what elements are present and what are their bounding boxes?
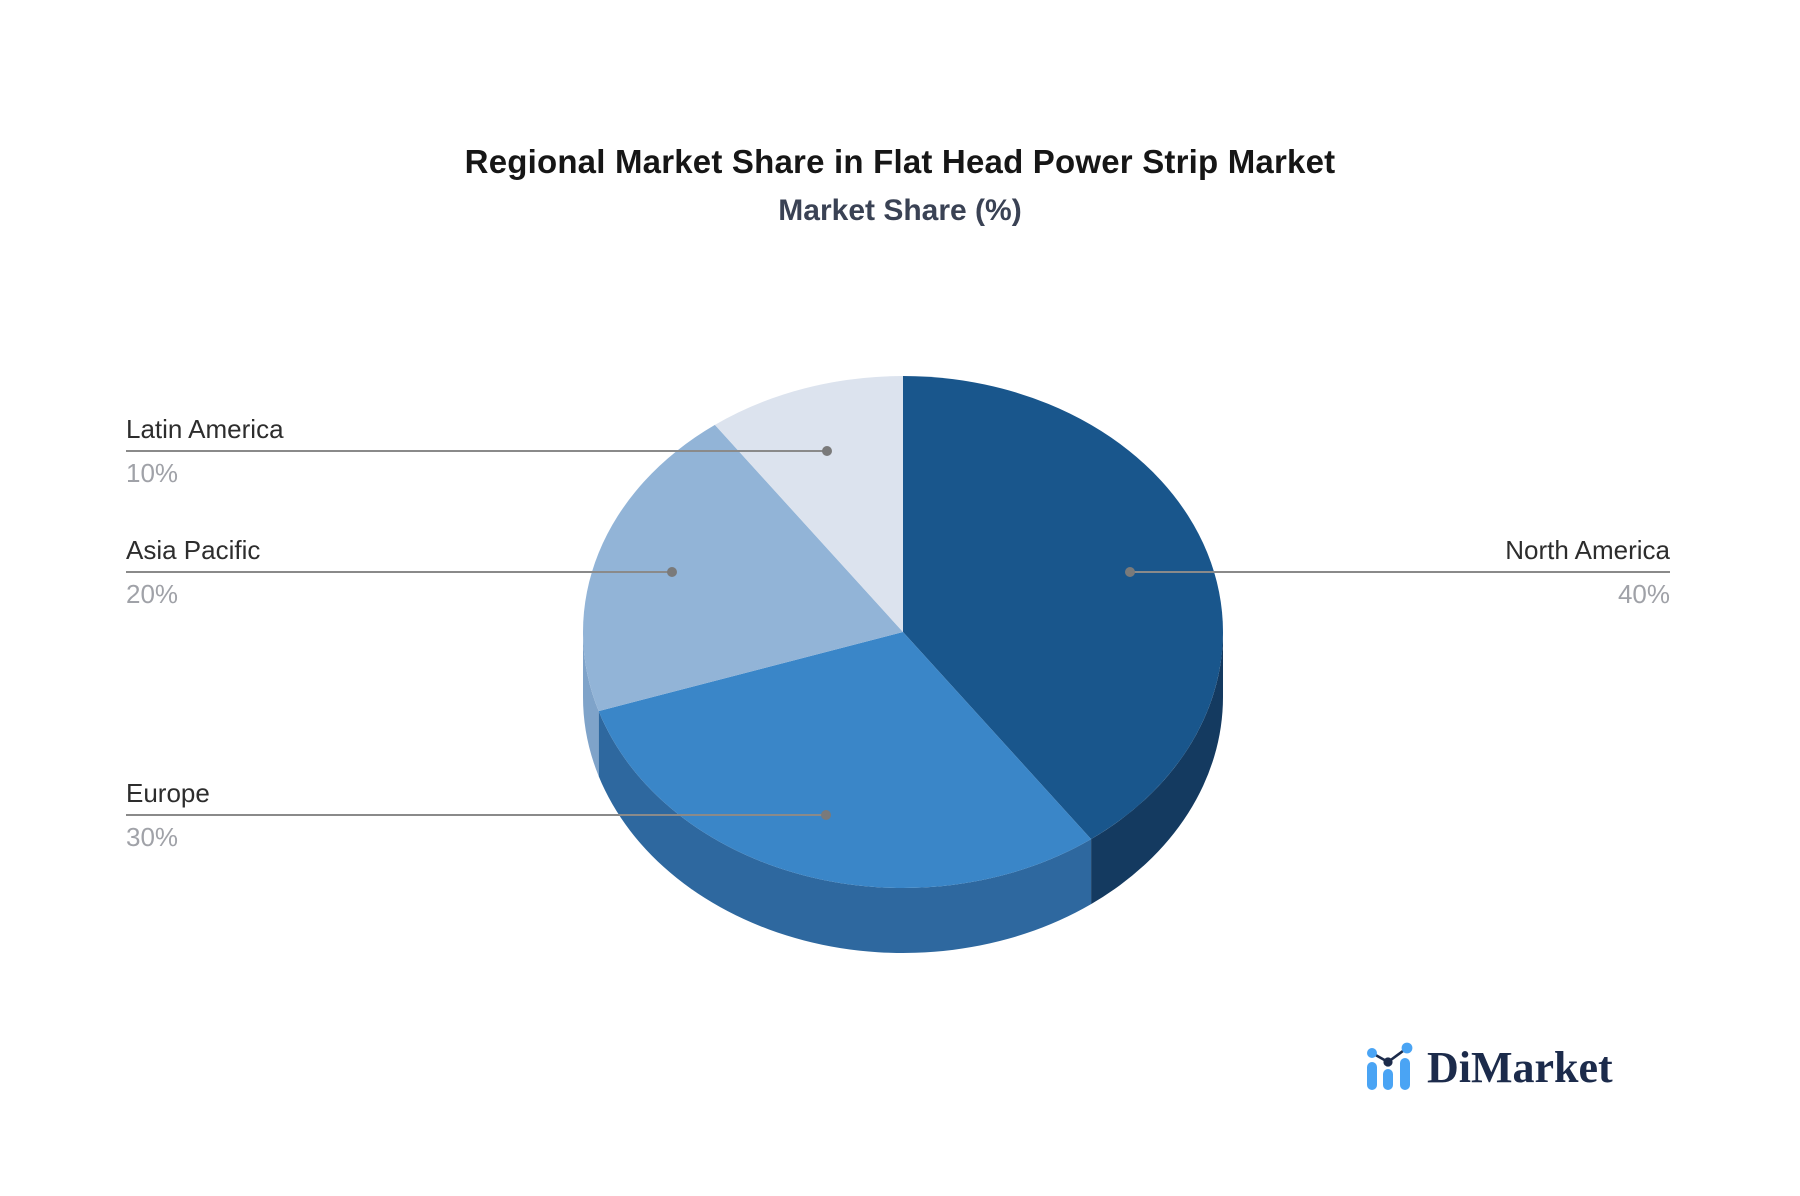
callout-label-europe: Europe	[126, 778, 831, 820]
dimarket-logo-text: DiMarket	[1427, 1043, 1613, 1092]
callout-label-latin-america: Latin America	[126, 414, 832, 456]
callout-label-asia-pacific: Asia Pacific	[126, 535, 677, 577]
dimarket-logo: DiMarket	[1366, 1042, 1613, 1092]
callout-value-latin-america: 10%	[126, 458, 179, 488]
pie-slice-europe[interactable]	[598, 632, 1092, 888]
callout-value-north-america: 40%	[1617, 579, 1670, 609]
bar-line-chart-logo-icon	[1367, 1042, 1413, 1090]
callout-value-europe: 30%	[126, 822, 179, 852]
callout-label-north-america: North America	[1125, 535, 1670, 577]
callout-north-america: North America 40%	[1125, 535, 1670, 610]
pie-slice-side-europe	[598, 711, 1092, 953]
callout-latin-america: Latin America 10%	[126, 414, 832, 489]
pie-slice-latin-america[interactable]	[714, 376, 903, 632]
chart-subtitle: Market Share (%)	[778, 194, 1022, 227]
callout-europe: Europe 30%	[126, 778, 831, 853]
pie-slice-asia-pacific[interactable]	[583, 424, 903, 712]
pie-slice-north-america[interactable]	[903, 376, 1223, 840]
pie-slice-side-north-america	[1091, 632, 1223, 905]
pie-slice-side-asia-pacific	[583, 632, 599, 777]
chart-title: Regional Market Share in Flat Head Power…	[464, 143, 1336, 180]
callout-asia-pacific: Asia Pacific 20%	[126, 535, 677, 610]
callout-value-asia-pacific: 20%	[126, 579, 179, 609]
